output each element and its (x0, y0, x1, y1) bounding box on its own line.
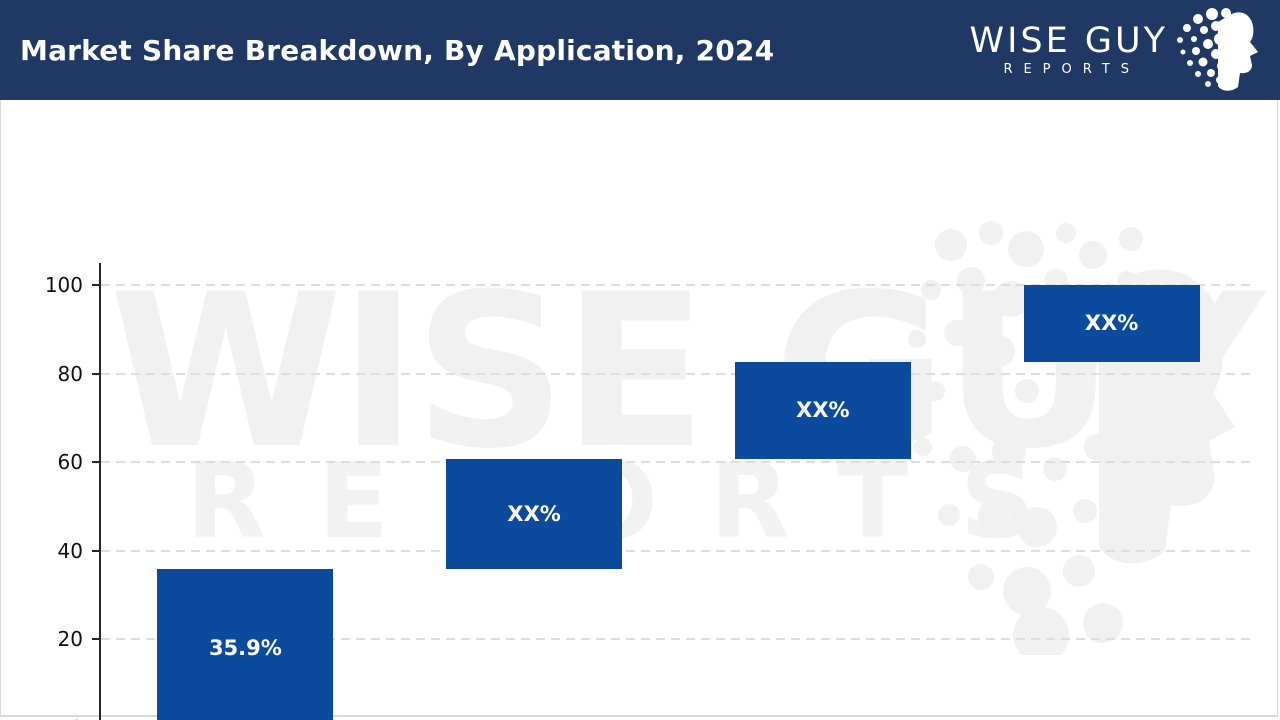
bar-industrial: XX% (446, 459, 623, 569)
y-tick (92, 372, 100, 375)
y-tick-label: 60 (57, 450, 83, 475)
y-tick (92, 461, 100, 464)
gridline-60 (101, 461, 1254, 464)
y-tick-label: 80 (57, 361, 83, 386)
bar-value-label: 35.9% (208, 636, 282, 661)
bar-automotive: 35.9% (157, 568, 334, 720)
logo-face-icon (1177, 8, 1258, 91)
plot-area: 02040608010035.9%AutomotiveXX%Industrial… (45, 255, 1256, 720)
bar-residential: XX% (734, 361, 911, 460)
gridline-100 (101, 284, 1254, 286)
y-tick (92, 549, 100, 552)
y-tick (92, 284, 100, 286)
y-tick-label: 100 (44, 273, 83, 297)
y-tick-label: 40 (57, 538, 83, 563)
bar-value-label: XX% (507, 502, 561, 527)
y-axis (99, 263, 101, 720)
y-tick-label: 20 (57, 627, 83, 652)
header: Market Share Breakdown, By Application, … (0, 0, 1280, 100)
logo-wordmark: WISE GUY (969, 21, 1168, 61)
bar-commercial: XX% (1023, 285, 1200, 362)
chart-title: Market Share Breakdown, By Application, … (20, 33, 775, 67)
gridline-40 (101, 549, 1254, 552)
logo-sub-wordmark: REPORTS (1003, 62, 1141, 77)
wiseguy-logo: WISE GUY REPORTS (969, 6, 1262, 94)
gridline-80 (101, 372, 1254, 375)
logo-text: WISE GUY REPORTS (969, 21, 1168, 77)
y-tick-label: 0 (23, 716, 83, 720)
chart-canvas: WISE GUY REPORTS (0, 100, 1278, 720)
gridline-20 (101, 638, 1254, 641)
bar-value-label: XX% (1084, 311, 1139, 336)
y-tick (92, 638, 100, 641)
bar-value-label: XX% (796, 398, 850, 423)
